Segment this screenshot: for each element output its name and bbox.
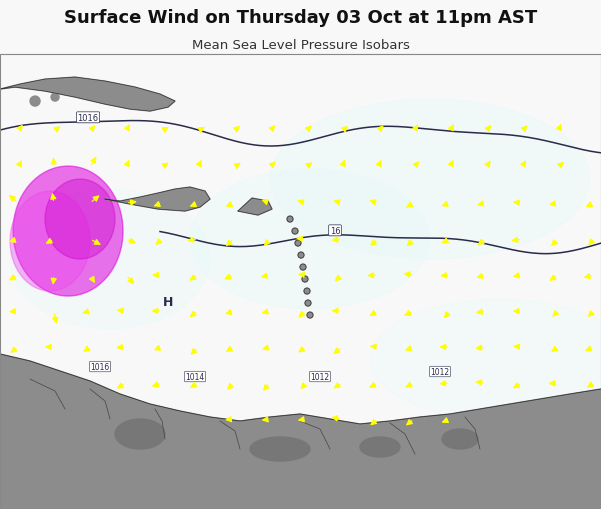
Ellipse shape: [250, 437, 310, 461]
Ellipse shape: [13, 167, 123, 296]
Circle shape: [287, 217, 293, 222]
Text: 1016: 1016: [90, 362, 109, 371]
Ellipse shape: [10, 192, 90, 292]
Circle shape: [292, 229, 298, 235]
Circle shape: [298, 252, 304, 259]
Circle shape: [30, 97, 40, 107]
Polygon shape: [238, 199, 272, 216]
Ellipse shape: [270, 100, 590, 260]
Circle shape: [307, 313, 313, 319]
Ellipse shape: [45, 180, 115, 260]
Ellipse shape: [360, 437, 400, 457]
Circle shape: [304, 289, 310, 295]
Circle shape: [295, 241, 301, 246]
Circle shape: [51, 94, 59, 102]
Circle shape: [300, 265, 306, 270]
Text: Surface Wind on Thursday 03 Oct at 11pm AST: Surface Wind on Thursday 03 Oct at 11pm …: [64, 9, 537, 26]
Ellipse shape: [370, 299, 601, 419]
Text: 1012: 1012: [430, 367, 450, 376]
Circle shape: [302, 276, 308, 282]
Text: H: H: [163, 295, 173, 308]
Ellipse shape: [10, 190, 210, 329]
Polygon shape: [0, 354, 601, 509]
Text: 1014: 1014: [185, 372, 205, 381]
Text: Mean Sea Level Pressure Isobars: Mean Sea Level Pressure Isobars: [192, 39, 409, 51]
Circle shape: [305, 300, 311, 306]
Ellipse shape: [190, 169, 430, 309]
Ellipse shape: [442, 429, 478, 449]
Text: 1012: 1012: [311, 372, 329, 381]
Text: 1016: 1016: [78, 114, 99, 123]
Text: 16: 16: [330, 227, 340, 235]
Ellipse shape: [115, 419, 165, 449]
Polygon shape: [0, 78, 175, 112]
Polygon shape: [105, 188, 210, 212]
